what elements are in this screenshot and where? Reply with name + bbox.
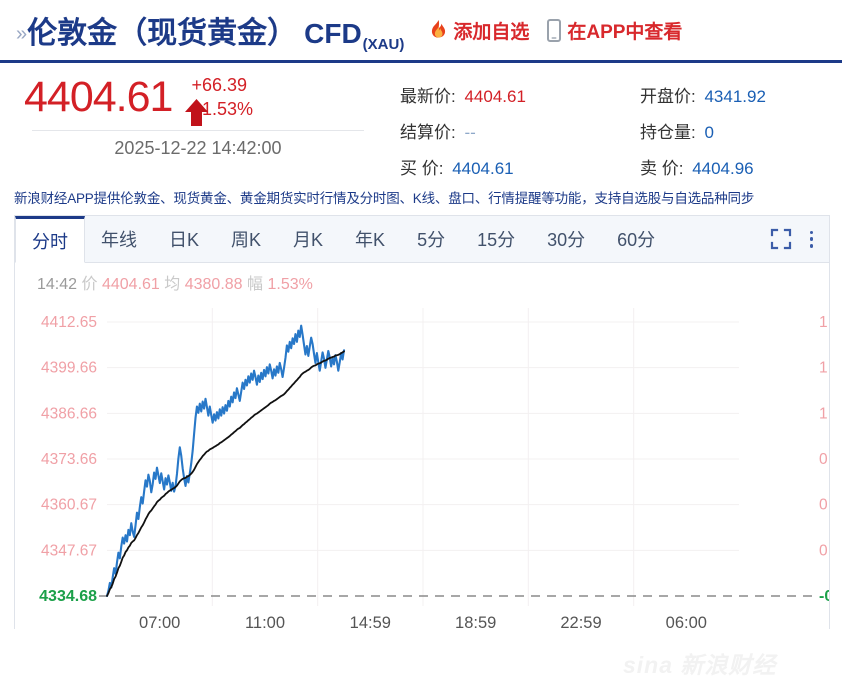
quote-column-1: 最新价: 4404.61 结算价: -- 买 价: 4404.61 xyxy=(400,79,640,181)
fullscreen-icon[interactable] xyxy=(770,228,792,250)
field-bid-price-value: 4404.61 xyxy=(452,159,514,178)
readout-time: 14:42 xyxy=(37,276,78,293)
tab-week-k[interactable]: 周K xyxy=(231,230,262,250)
field-settlement-price-label: 结算价: xyxy=(400,123,456,142)
view-in-app-label: 在APP中查看 xyxy=(567,21,683,43)
header-divider xyxy=(0,60,842,63)
page-title: » 伦敦金（现货黄金） CFD (XAU) xyxy=(16,8,405,53)
chart-tools xyxy=(756,216,830,262)
field-bid-price-label: 买 价: xyxy=(400,159,444,178)
chart-panel: 分时 年线 日K 周K 月K 年K 5分 15分 30分 60分 xyxy=(14,215,830,678)
svg-text:0.22%: 0.22% xyxy=(819,542,829,559)
app-promo-notice: 新浪财经APP提供伦敦金、现货黄金、黄金期货实时行情及分时图、K线、盘口、行情提… xyxy=(14,191,755,206)
change-absolute: +66.39 xyxy=(191,75,247,95)
svg-text:1.72%: 1.72% xyxy=(819,314,829,331)
sina-watermark: sina 新浪财经 xyxy=(623,652,777,678)
tab-60min[interactable]: 60分 xyxy=(617,230,656,250)
tab-year-k[interactable]: 年K xyxy=(355,230,386,250)
svg-text:4347.67: 4347.67 xyxy=(41,542,97,559)
quote-details: 最新价: 4404.61 结算价: -- 买 价: 4404.61 开盘价: 4… xyxy=(400,73,842,181)
svg-text:1.42%: 1.42% xyxy=(819,360,829,377)
readout-amp-value: 1.53% xyxy=(267,276,313,293)
readout-price-value: 4404.61 xyxy=(101,276,160,293)
field-open-interest-label: 持仓量: xyxy=(640,123,696,142)
field-settlement-price: 结算价: -- xyxy=(400,115,640,151)
tabbar-spacer xyxy=(671,216,755,262)
svg-text:-0.08%: -0.08% xyxy=(819,588,829,605)
svg-text:4399.66: 4399.66 xyxy=(41,360,97,377)
quote-primary: 4404.61 +66.39 +1.53% 2025-12-22 14:42:0… xyxy=(0,73,400,181)
readout-avg-value: 4380.88 xyxy=(184,276,243,293)
svg-text:4412.65: 4412.65 xyxy=(41,314,97,331)
more-dots xyxy=(806,230,818,248)
svg-text:22:59: 22:59 xyxy=(560,614,601,632)
svg-text:4334.68: 4334.68 xyxy=(39,588,97,605)
last-price: 4404.61 xyxy=(24,72,173,121)
tab-nianxian[interactable]: 年线 xyxy=(101,230,137,250)
readout-avg-key: 均 xyxy=(164,276,181,293)
chart-readout: 14:42 价 4404.61 均 4380.88 幅 1.53% xyxy=(15,263,829,294)
chart-plot-area[interactable]: 4412.65 4399.66 4386.66 4373.66 4360.67 4347.… xyxy=(15,294,829,678)
svg-text:1.12%: 1.12% xyxy=(819,405,829,422)
change-percent: +1.53% xyxy=(191,99,253,120)
field-open-price-label: 开盘价: xyxy=(640,87,696,106)
quote-timestamp: 2025-12-22 14:42:00 xyxy=(114,137,282,158)
field-ask-price: 卖 价: 4404.96 xyxy=(640,151,820,187)
svg-text:4373.66: 4373.66 xyxy=(41,451,97,468)
field-ask-price-value: 4404.96 xyxy=(692,159,754,178)
header-actions: 添加自选 在APP中查看 xyxy=(430,17,700,44)
svg-text:0.52%: 0.52% xyxy=(819,497,829,514)
tab-month-k[interactable]: 月K xyxy=(293,230,324,250)
quote-timestamp-wrap: 2025-12-22 14:42:00 xyxy=(32,129,364,159)
price-row: 4404.61 +66.39 +1.53% xyxy=(24,72,400,127)
field-open-interest-value: 0 xyxy=(704,123,714,142)
quote-summary: 4404.61 +66.39 +1.53% 2025-12-22 14:42:0… xyxy=(0,63,842,181)
field-last-price-label: 最新价: xyxy=(400,87,456,106)
tab-fenshi[interactable]: 分时 xyxy=(15,216,85,263)
chart-tabbar: 分时 年线 日K 周K 月K 年K 5分 15分 30分 60分 xyxy=(15,216,829,263)
double-chevron-icon: » xyxy=(16,23,27,45)
readout-amp-key: 幅 xyxy=(247,276,264,293)
field-open-price: 开盘价: 4341.92 xyxy=(640,79,820,115)
svg-text:07:00: 07:00 xyxy=(139,614,180,632)
instrument-symbol: (XAU) xyxy=(362,36,405,53)
field-ask-price-label: 卖 价: xyxy=(640,159,684,178)
intraday-chart[interactable]: 4412.65 4399.66 4386.66 4373.66 4360.67 4347.… xyxy=(15,294,829,644)
change-values: +66.39 +1.53% xyxy=(191,73,253,122)
svg-text:0.82%: 0.82% xyxy=(819,451,829,468)
view-in-app-button[interactable]: 在APP中查看 xyxy=(547,17,682,44)
instrument-name: 伦敦金（现货黄金） xyxy=(27,17,298,50)
more-vertical-icon[interactable] xyxy=(806,230,818,248)
svg-text:14:59: 14:59 xyxy=(350,614,391,632)
field-bid-price: 买 价: 4404.61 xyxy=(400,151,640,187)
tab-30min[interactable]: 30分 xyxy=(547,230,586,250)
svg-text:4386.66: 4386.66 xyxy=(41,405,97,422)
svg-text:18:59: 18:59 xyxy=(455,614,496,632)
svg-text:06:00: 06:00 xyxy=(666,614,707,632)
instrument-type: CFD xyxy=(304,18,362,49)
tab-5min[interactable]: 5分 xyxy=(417,230,446,250)
quote-column-2: 开盘价: 4341.92 持仓量: 0 卖 价: 4404.96 xyxy=(640,79,820,181)
field-last-price-value: 4404.61 xyxy=(464,87,526,106)
svg-text:11:00: 11:00 xyxy=(245,614,285,632)
tab-15min[interactable]: 15分 xyxy=(477,230,516,250)
readout-price-key: 价 xyxy=(81,276,98,293)
add-to-watchlist-label: 添加自选 xyxy=(453,21,530,43)
phone-icon xyxy=(547,18,562,42)
field-open-interest: 持仓量: 0 xyxy=(640,115,820,151)
tab-day-k[interactable]: 日K xyxy=(169,230,200,250)
field-last-price: 最新价: 4404.61 xyxy=(400,79,640,115)
field-open-price-value: 4341.92 xyxy=(704,87,766,106)
svg-text:4360.67: 4360.67 xyxy=(41,497,97,514)
page-header: » 伦敦金（现货黄金） CFD (XAU) 添加自选 在APP中查看 xyxy=(0,0,842,60)
add-to-watchlist-button[interactable]: 添加自选 xyxy=(430,17,529,44)
flame-icon xyxy=(430,19,447,41)
field-settlement-price-value: -- xyxy=(464,123,476,142)
